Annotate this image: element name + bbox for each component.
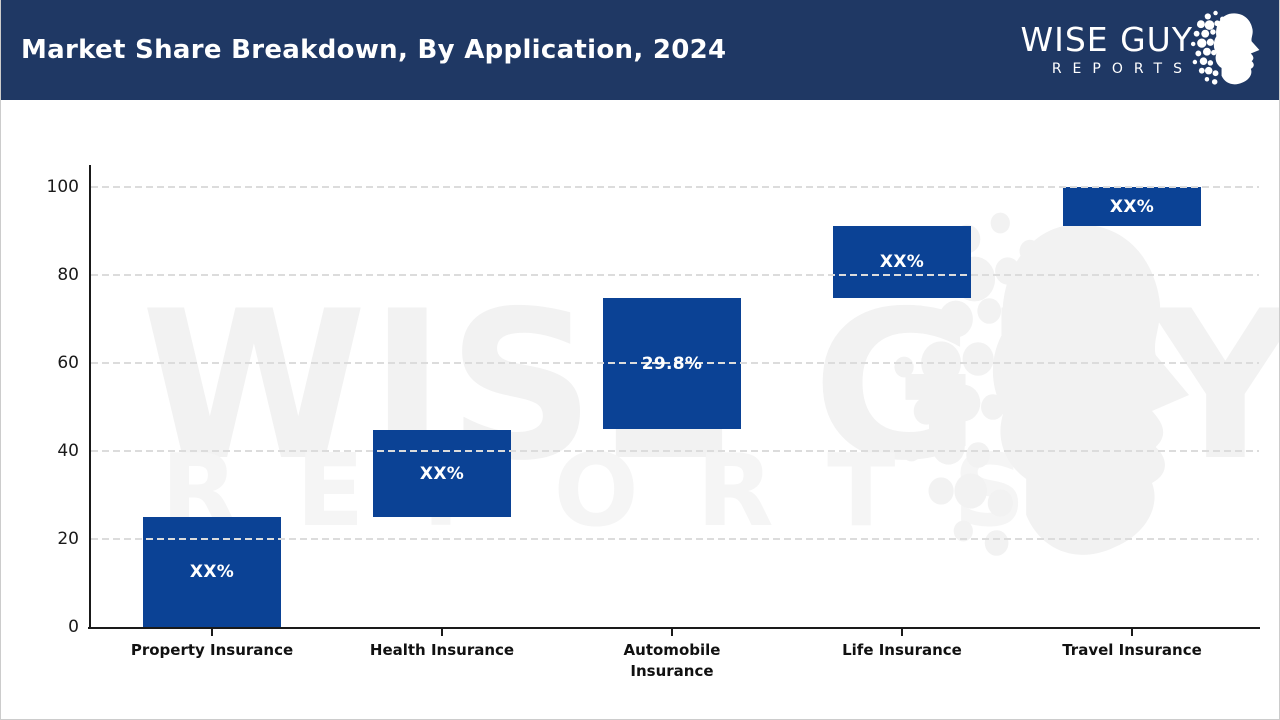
brand-subtitle: REPORTS bbox=[1051, 60, 1193, 77]
header-bar: Market Share Breakdown, By Application, … bbox=[1, 0, 1279, 100]
category-label: Automobile Insurance bbox=[623, 641, 721, 680]
category-label: Life Insurance bbox=[842, 641, 962, 659]
bar-segment bbox=[833, 226, 971, 298]
x-tick-mark bbox=[441, 629, 443, 636]
y-tick-label: 20 bbox=[57, 529, 79, 549]
x-tick-mark bbox=[211, 629, 213, 636]
bar-segment bbox=[373, 430, 511, 517]
x-tick-mark bbox=[1131, 629, 1133, 636]
gridline-y20 bbox=[91, 538, 1259, 540]
bar-segment bbox=[143, 517, 281, 627]
x-tick-mark bbox=[901, 629, 903, 636]
bar-value-label: 29.8% bbox=[641, 353, 703, 374]
gridline-y40 bbox=[91, 450, 1259, 452]
bar-value-label: XX% bbox=[1109, 196, 1155, 217]
plot-area: 0 20 40 60 80 100 XX% XX% 29.8% XX% XX% Property In… bbox=[1, 100, 1279, 719]
bar-value-label: XX% bbox=[879, 252, 925, 272]
y-tick-label: 60 bbox=[57, 353, 79, 373]
y-axis-spine bbox=[89, 165, 91, 629]
chart-title: Market Share Breakdown, By Application, … bbox=[21, 35, 727, 65]
brand-name: WISE GUY bbox=[1020, 20, 1193, 60]
brand-logo-text: WISE GUY REPORTS bbox=[1020, 23, 1193, 77]
y-tick-label: 80 bbox=[57, 265, 79, 285]
x-tick-mark bbox=[671, 629, 673, 636]
gridline-y60 bbox=[91, 362, 1259, 364]
bar-segment bbox=[1063, 187, 1201, 226]
y-tick-label: 40 bbox=[57, 441, 79, 461]
x-axis-spine bbox=[88, 627, 1260, 629]
brand-logo: WISE GUY REPORTS bbox=[1020, 6, 1271, 94]
bar-value-label: XX% bbox=[189, 562, 235, 582]
gridline-y80 bbox=[91, 274, 1259, 276]
category-label: Travel Insurance bbox=[1062, 641, 1202, 659]
bar-value-label: XX% bbox=[419, 463, 465, 484]
category-label: Health Insurance bbox=[369, 641, 515, 659]
y-tick-label: 100 bbox=[46, 177, 79, 197]
category-label: Property Insurance bbox=[130, 641, 294, 659]
gridline-y100 bbox=[91, 186, 1259, 188]
y-tick-label: 0 bbox=[68, 617, 79, 637]
